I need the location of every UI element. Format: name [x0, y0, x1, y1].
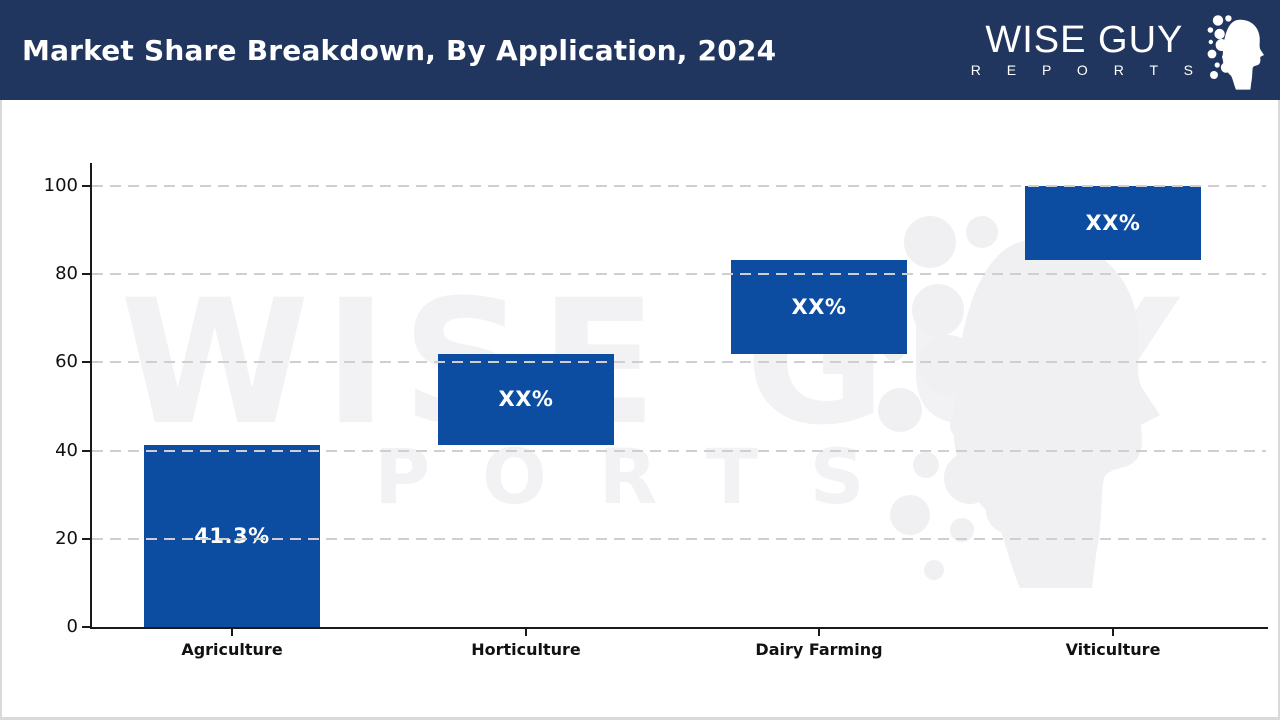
bar-value-label: XX% [1085, 210, 1141, 235]
x-tick-mark-agriculture [231, 629, 233, 636]
y-tick-label-80: 80 [55, 263, 78, 285]
logo-wordmark: WISE GUY [985, 19, 1184, 61]
gridline-80 [92, 273, 1266, 276]
y-tick-label-100: 100 [43, 175, 78, 196]
y-tick-label-60: 60 [55, 351, 78, 373]
y-tick-mark-100 [82, 185, 90, 187]
y-tick-label-0: 0 [66, 616, 78, 637]
x-category-label-dairy-farming: Dairy Farming [755, 640, 883, 659]
x-axis [90, 627, 1268, 629]
x-category-label-horticulture: Horticulture [471, 640, 581, 659]
watermark-head-profile-icon [878, 216, 1160, 588]
y-tick-mark-20 [82, 537, 90, 540]
logo-subtext: R E P O R T S [970, 62, 1204, 78]
x-category-label-agriculture: Agriculture [181, 640, 283, 659]
y-tick-mark-60 [82, 361, 90, 364]
x-tick-mark-horticulture [525, 629, 527, 636]
bar-value-label: XX% [498, 387, 554, 412]
wise-guy-reports-logo: WISE GUY R E P O R T S [971, 6, 1268, 98]
x-tick-mark-dairy-farming [818, 629, 820, 636]
gridline-40 [92, 449, 1266, 452]
y-tick-label-40: 40 [55, 439, 78, 461]
y-tick-mark-40 [82, 449, 90, 452]
x-tick-mark-viticulture [1112, 629, 1114, 636]
gridline-100 [92, 185, 1266, 187]
y-axis [90, 163, 92, 629]
bar-horticulture: XX% [438, 353, 614, 445]
page-title: Market Share Breakdown, By Application, … [22, 33, 777, 67]
y-tick-label-20: 20 [55, 527, 78, 549]
logo-head-profile-icon [1207, 15, 1264, 90]
bar-viticulture: XX% [1025, 186, 1201, 260]
report-header: Market Share Breakdown, By Application, … [0, 0, 1280, 100]
x-category-label-viticulture: Viticulture [1065, 640, 1161, 659]
bar-agriculture: 41.3% [144, 444, 320, 627]
y-tick-mark-80 [82, 273, 90, 276]
bar-value-label: 41.3% [194, 523, 270, 548]
bar-dairy-farming: XX% [731, 259, 907, 354]
gridline-20 [92, 537, 1266, 540]
y-tick-mark-0 [82, 626, 90, 628]
gridline-60 [92, 361, 1266, 364]
bar-value-label: XX% [791, 294, 847, 319]
